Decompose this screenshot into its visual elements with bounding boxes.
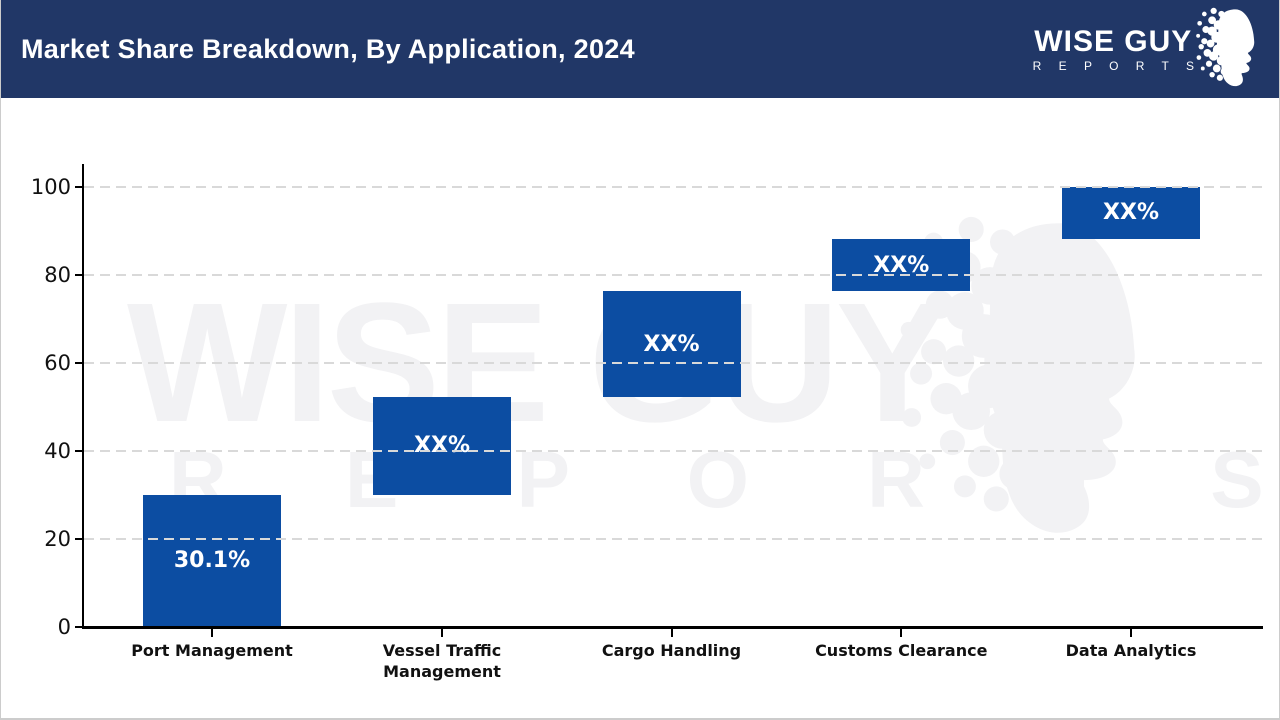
page-title: Market Share Breakdown, By Application, … bbox=[21, 33, 635, 64]
x-tick-label-vessel-traffic-management: Vessel Traffic Management bbox=[382, 641, 502, 681]
bar-value-label-data-analytics: XX% bbox=[1103, 200, 1159, 226]
x-tick-port-management bbox=[211, 628, 213, 637]
gridline-40 bbox=[84, 450, 1263, 452]
gridline-80 bbox=[84, 274, 1263, 276]
logo-subtitle: R E P O R T S bbox=[1032, 58, 1201, 73]
x-tick-label-data-analytics: Data Analytics bbox=[1065, 641, 1197, 660]
x-tick-label-cargo-handling: Cargo Handling bbox=[601, 641, 742, 660]
bar-customs-clearance: XX% bbox=[832, 238, 971, 292]
y-tick-label-40: 40 bbox=[44, 439, 71, 463]
bar-data-analytics: XX% bbox=[1062, 187, 1200, 239]
x-tick-label-customs-clearance: Customs Clearance bbox=[815, 641, 988, 660]
y-tick-100 bbox=[75, 186, 84, 188]
y-tick-label-80: 80 bbox=[44, 263, 71, 287]
y-tick-80 bbox=[75, 274, 84, 276]
y-tick-40 bbox=[75, 450, 84, 452]
x-tick-customs-clearance bbox=[900, 628, 903, 637]
y-tick-label-0: 0 bbox=[57, 615, 71, 639]
gridline-100 bbox=[84, 186, 1263, 188]
y-axis-line bbox=[82, 164, 84, 629]
header-band: Market Share Breakdown, By Application, … bbox=[1, 0, 1279, 98]
y-tick-label-100: 100 bbox=[30, 175, 71, 199]
bar-value-label-cargo-handling: XX% bbox=[643, 331, 700, 357]
bar-vessel-traffic-management: XX% bbox=[373, 397, 511, 495]
y-tick-20 bbox=[75, 538, 84, 540]
logo-wordmark: WISE GUY bbox=[1034, 24, 1193, 58]
gridline-20 bbox=[84, 538, 1263, 540]
logo-text: WISE GUY R E P O R T S bbox=[1026, 24, 1201, 73]
bar-port-management: 30.1% bbox=[143, 494, 281, 627]
bar-cargo-handling: XX% bbox=[602, 291, 741, 398]
wise-guy-logo: WISE GUY R E P O R T S bbox=[1026, 6, 1265, 92]
x-tick-data-analytics bbox=[1130, 628, 1132, 637]
plot-area: 0 20 40 60 80 100 30.1% Port Management XX% Vesse… bbox=[1, 98, 1279, 718]
x-tick-vessel-traffic-management bbox=[441, 628, 443, 637]
waterfall-chart: WISE GUY R E P O R T S 0 20 40 60 80 100 30.1%… bbox=[1, 98, 1279, 718]
x-tick-cargo-handling bbox=[670, 628, 673, 637]
x-axis-line bbox=[82, 626, 1263, 629]
bar-value-label-port-management: 30.1% bbox=[173, 548, 251, 574]
y-tick-60 bbox=[75, 362, 84, 364]
logo-face-icon bbox=[1196, 7, 1255, 87]
x-tick-label-port-management: Port Management bbox=[131, 641, 293, 660]
gridline-60 bbox=[84, 362, 1263, 364]
y-tick-0 bbox=[75, 626, 84, 628]
bar-value-label-vessel-traffic-management: XX% bbox=[414, 433, 470, 459]
y-tick-label-20: 20 bbox=[44, 527, 71, 551]
y-tick-label-60: 60 bbox=[44, 351, 71, 375]
